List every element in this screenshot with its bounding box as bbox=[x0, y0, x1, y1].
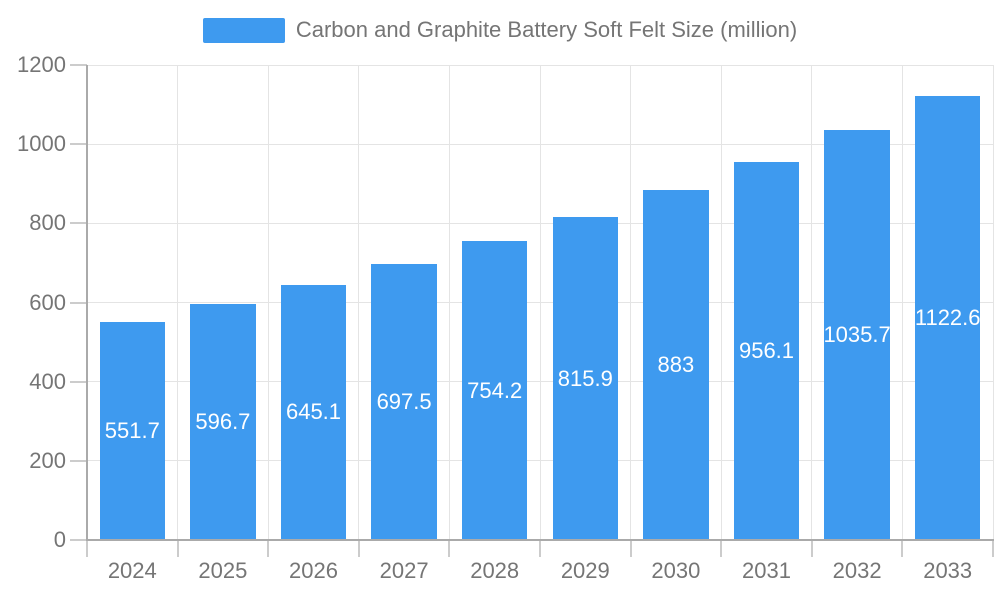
bar-value-label: 697.5 bbox=[376, 388, 432, 414]
v-gridline bbox=[992, 65, 994, 540]
y-tick-label: 1000 bbox=[17, 131, 66, 157]
y-tick bbox=[70, 301, 87, 304]
x-tick-label: 2026 bbox=[289, 558, 338, 583]
v-gridline bbox=[720, 65, 722, 540]
bar-2028 bbox=[462, 241, 528, 540]
x-tick-label: 2027 bbox=[379, 558, 429, 583]
bar-value-label: 754.2 bbox=[467, 377, 523, 403]
x-tick-label: 2030 bbox=[651, 558, 701, 583]
x-tick bbox=[992, 540, 994, 557]
y-tick bbox=[70, 222, 87, 225]
y-tick bbox=[70, 143, 87, 146]
x-tick bbox=[176, 540, 179, 557]
v-gridline bbox=[811, 65, 813, 540]
y-tick-label: 0 bbox=[53, 527, 66, 552]
x-tick bbox=[629, 540, 632, 557]
bar-2024 bbox=[99, 321, 165, 540]
bar-value-label: 596.7 bbox=[195, 408, 251, 434]
x-tick bbox=[86, 540, 88, 557]
bar-2033 bbox=[915, 95, 981, 540]
bar-value-label: 815.9 bbox=[557, 365, 613, 391]
v-gridline bbox=[177, 65, 179, 540]
x-tick-label: 2029 bbox=[560, 558, 610, 583]
bar-2026 bbox=[280, 284, 347, 540]
bar-value-label: 551.7 bbox=[104, 417, 160, 443]
y-tick bbox=[70, 459, 87, 462]
bar-2027 bbox=[371, 263, 437, 540]
legend-label: Carbon and Graphite Battery Soft Felt Si… bbox=[295, 17, 798, 42]
x-tick bbox=[267, 540, 270, 557]
y-axis-line bbox=[86, 65, 88, 540]
x-tick-label: 2025 bbox=[198, 558, 248, 583]
v-gridline bbox=[448, 65, 450, 540]
x-tick bbox=[539, 540, 541, 557]
y-tick bbox=[70, 539, 87, 541]
x-tick bbox=[720, 540, 723, 557]
x-axis-line bbox=[86, 539, 994, 541]
x-tick-label: 2031 bbox=[742, 558, 791, 583]
x-tick bbox=[448, 540, 451, 557]
bar-2031 bbox=[733, 161, 800, 540]
x-tick bbox=[357, 540, 360, 557]
chart-legend: Carbon and Graphite Battery Soft Felt Si… bbox=[0, 17, 1000, 43]
bar-value-label: 1122.6 bbox=[914, 304, 981, 330]
y-tick bbox=[70, 64, 87, 66]
x-tick bbox=[901, 540, 904, 557]
y-tick-label: 600 bbox=[29, 289, 66, 315]
y-tick-label: 1200 bbox=[17, 52, 66, 77]
v-gridline bbox=[901, 65, 903, 540]
bar-2032 bbox=[824, 130, 890, 540]
x-tick bbox=[810, 540, 813, 557]
x-tick-label: 2024 bbox=[107, 558, 157, 583]
bar-value-label: 1035.7 bbox=[823, 322, 891, 348]
x-tick-label: 2033 bbox=[923, 558, 973, 583]
y-tick-label: 800 bbox=[29, 210, 66, 236]
y-tick-label: 400 bbox=[29, 368, 66, 394]
plot-area: 551.7 596.7 645.1 697.5 754.2 815.9 883 956.1 10… bbox=[87, 64, 994, 540]
bar-value-label: 883 bbox=[657, 352, 695, 378]
x-tick-label: 2032 bbox=[832, 558, 882, 583]
bar-2030 bbox=[643, 190, 709, 540]
bar-2025 bbox=[190, 303, 256, 540]
y-tick bbox=[70, 380, 87, 383]
v-gridline bbox=[539, 65, 541, 540]
v-gridline bbox=[630, 65, 632, 540]
bar-2029 bbox=[552, 217, 618, 540]
v-gridline bbox=[267, 65, 269, 540]
x-tick-label: 2028 bbox=[470, 558, 520, 583]
bar-value-label: 956.1 bbox=[738, 337, 795, 363]
v-gridline bbox=[358, 65, 360, 540]
legend-swatch bbox=[202, 17, 285, 43]
bar-value-label: 645.1 bbox=[285, 399, 342, 425]
y-tick-label: 200 bbox=[29, 447, 66, 473]
